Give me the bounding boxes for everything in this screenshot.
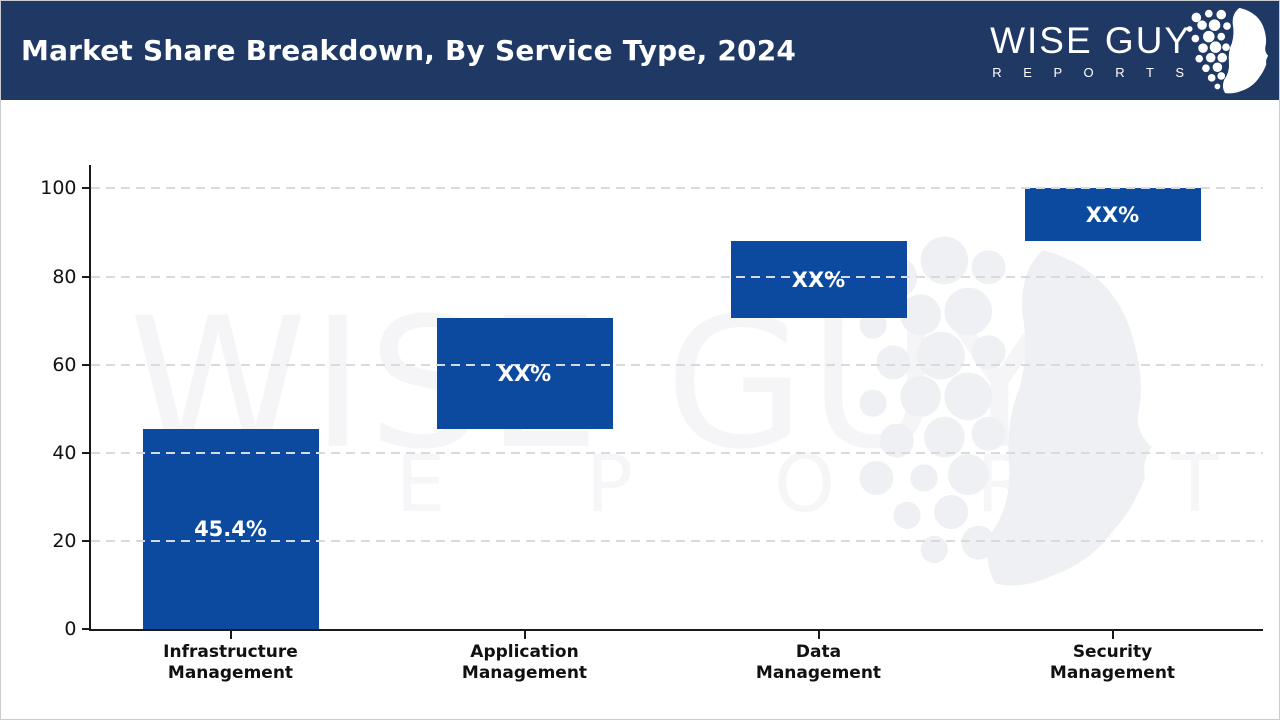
bar-1 bbox=[142, 428, 319, 629]
bar-value-label: XX% bbox=[1085, 202, 1140, 227]
brand-name: WISE GUY bbox=[990, 19, 1192, 61]
y-tick-60 bbox=[81, 363, 90, 366]
y-tick-label: 40 bbox=[52, 441, 77, 464]
x-tick-1 bbox=[229, 631, 232, 639]
bar-3 bbox=[730, 241, 907, 319]
page-title: Market Share Breakdown, By Service Type,… bbox=[21, 34, 797, 67]
brand-subtitle: R E P O R T S bbox=[992, 64, 1193, 80]
gridline-20 bbox=[90, 539, 1263, 542]
brand-head-icon bbox=[1186, 7, 1269, 93]
bar-4 bbox=[1024, 188, 1201, 242]
y-tick-label: 80 bbox=[52, 265, 77, 288]
category-label: Application Management bbox=[461, 642, 588, 684]
x-tick-3 bbox=[817, 631, 820, 639]
brand-logo: WISE GUY R E P O R T S bbox=[988, 5, 1275, 97]
bar-value-label: 45.4% bbox=[194, 516, 267, 541]
y-axis-line bbox=[88, 165, 91, 631]
y-tick-40 bbox=[81, 451, 90, 454]
category-label: Data Management bbox=[755, 642, 882, 684]
gridline-60 bbox=[90, 363, 1263, 366]
y-tick-label: 60 bbox=[52, 353, 77, 376]
y-tick-80 bbox=[81, 275, 90, 278]
y-tick-label: 0 bbox=[64, 618, 77, 640]
y-tick-100 bbox=[81, 187, 90, 190]
y-tick-20 bbox=[81, 539, 90, 542]
bar-value-label: XX% bbox=[791, 267, 846, 292]
gridline-80 bbox=[90, 275, 1263, 278]
bar-2 bbox=[436, 318, 613, 429]
y-tick-label: 100 bbox=[40, 177, 77, 200]
chart-plot-area: WISE GUY R E P O R T S 45.4%XX%XX%XX%020… bbox=[1, 100, 1279, 719]
x-tick-2 bbox=[523, 631, 526, 639]
y-tick-label: 20 bbox=[52, 529, 77, 552]
x-axis-line bbox=[88, 629, 1263, 631]
category-label: Infrastructure Management bbox=[163, 642, 298, 684]
gridline-40 bbox=[90, 451, 1263, 454]
bar-value-label: XX% bbox=[497, 361, 552, 386]
header-bar: Market Share Breakdown, By Service Type,… bbox=[1, 1, 1279, 100]
gridline-100 bbox=[90, 187, 1263, 190]
y-tick-0 bbox=[81, 628, 90, 630]
brand-wordmark: WISE GUY R E P O R T S bbox=[988, 22, 1193, 80]
x-tick-4 bbox=[1111, 631, 1114, 639]
category-label: Security Management bbox=[1049, 642, 1176, 684]
